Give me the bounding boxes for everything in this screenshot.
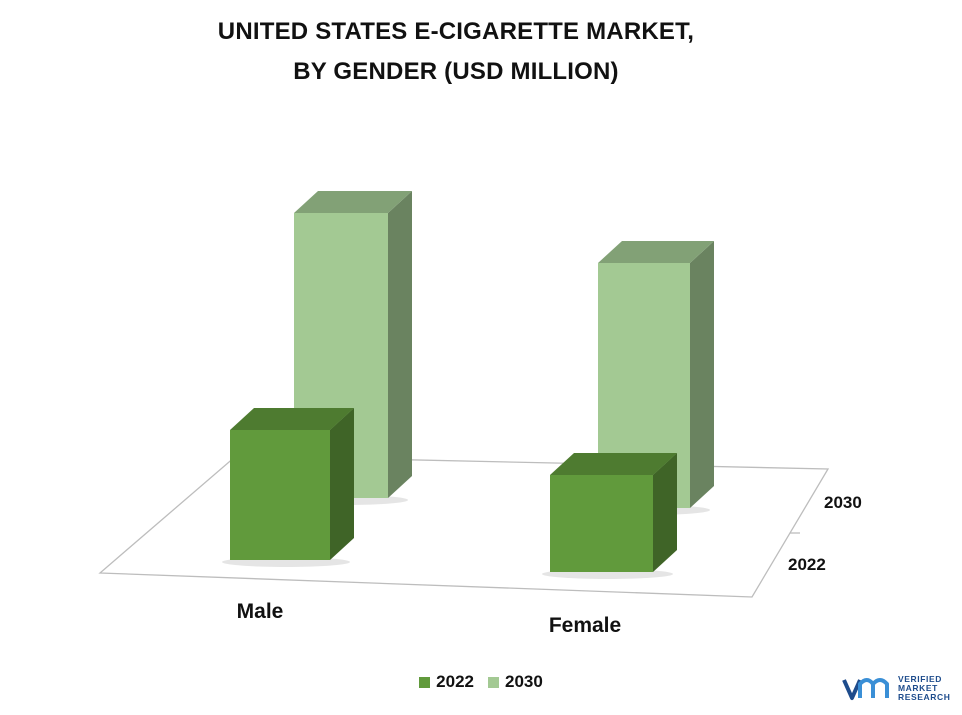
bar-front-male-2022 bbox=[230, 430, 330, 560]
depth-label-2022: 2022 bbox=[788, 555, 826, 574]
verified-market-research-logo: VERIFIED MARKET RESEARCH bbox=[842, 674, 951, 702]
bar-female-2022 bbox=[542, 453, 677, 579]
bar-top-male-2030 bbox=[294, 191, 412, 213]
legend: 2022 2030 bbox=[0, 672, 962, 692]
vmr-logo-icon bbox=[842, 678, 889, 700]
chart-canvas: Male Female 2022 2030 bbox=[98, 191, 862, 637]
logo-line-2: MARKET bbox=[898, 682, 938, 693]
bar-top-female-2030 bbox=[598, 241, 714, 263]
legend-item-2030: 2030 bbox=[488, 672, 543, 692]
legend-label-2030: 2030 bbox=[505, 672, 543, 691]
chart-floor bbox=[98, 455, 830, 598]
chart-title-line-1: UNITED STATES E-CIGARETTE MARKET, bbox=[217, 18, 695, 45]
legend-label-2022: 2022 bbox=[436, 672, 474, 691]
legend-swatch-2030 bbox=[488, 676, 499, 688]
chart-title-line-2: BY GENDER (USD MILLION) bbox=[293, 58, 619, 85]
bar-top-female-2022 bbox=[550, 453, 677, 475]
x-tick-label-male: Male bbox=[237, 600, 284, 623]
legend-swatch-2022 bbox=[419, 676, 431, 688]
bar-top-male-2022 bbox=[230, 408, 354, 430]
bar-side-female-2030 bbox=[690, 241, 714, 508]
bar-male-2022 bbox=[222, 408, 354, 567]
logo-line-3: RESEARCH bbox=[898, 691, 951, 702]
bar-side-male-2022 bbox=[330, 408, 354, 560]
bar-front-female-2022 bbox=[550, 475, 653, 572]
vmr-logo-text: VERIFIED MARKET RESEARCH bbox=[898, 673, 951, 702]
logo-line-1: VERIFIED bbox=[898, 673, 943, 684]
depth-label-2030: 2030 bbox=[824, 493, 862, 512]
x-tick-label-female: Female bbox=[549, 614, 621, 637]
bar-side-male-2030 bbox=[388, 191, 412, 498]
bar-front-female-2030 bbox=[598, 263, 690, 508]
legend-item-2022: 2022 bbox=[419, 672, 474, 692]
bar-side-female-2022 bbox=[653, 453, 677, 572]
